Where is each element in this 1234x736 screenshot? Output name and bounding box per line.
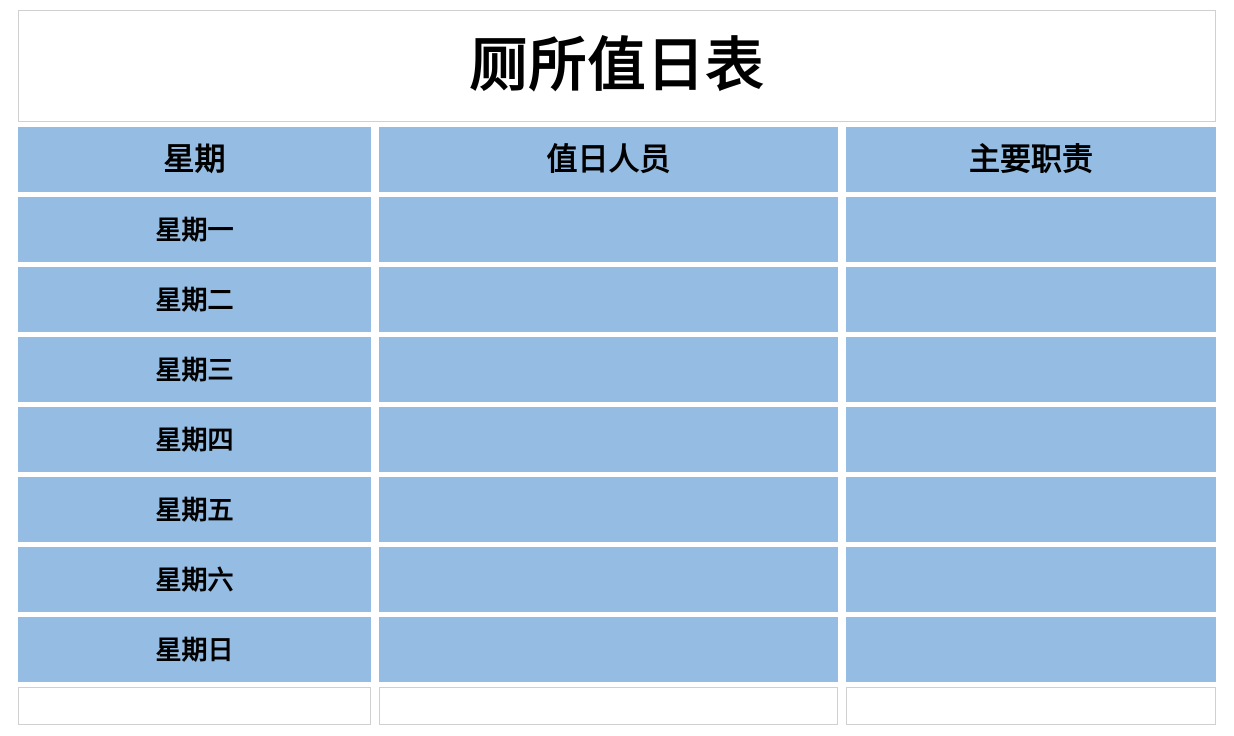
footer-cell-duties[interactable] bbox=[846, 687, 1217, 725]
column-gap-2 bbox=[838, 127, 846, 192]
duty-roster-table: 厕所值日表 星期 值日人员 主要职责 bbox=[18, 10, 1217, 725]
cell-weekday[interactable]: 星期四 bbox=[18, 407, 371, 472]
header-label-weekday: 星期 bbox=[163, 142, 226, 177]
cell-weekday-label: 星期六 bbox=[155, 564, 234, 595]
spacer-cell bbox=[18, 122, 1217, 127]
row-gap bbox=[18, 472, 1217, 477]
header-cell-duties[interactable]: 主要职责 bbox=[846, 127, 1217, 192]
cell-weekday-label: 星期三 bbox=[155, 354, 234, 385]
row-gap bbox=[18, 192, 1217, 197]
table-row: 星期三 bbox=[18, 337, 1217, 402]
table-row: 星期四 bbox=[18, 407, 1217, 472]
column-gap-1 bbox=[371, 337, 379, 402]
row-gap bbox=[18, 402, 1217, 407]
cell-weekday[interactable]: 星期二 bbox=[18, 267, 371, 332]
cell-personnel[interactable] bbox=[379, 267, 838, 332]
column-gap-2 bbox=[838, 617, 846, 682]
cell-weekday-label: 星期四 bbox=[155, 424, 234, 455]
cell-duties[interactable] bbox=[846, 197, 1217, 262]
footer-cell-personnel[interactable] bbox=[379, 687, 838, 725]
row-gap-cell bbox=[18, 262, 1217, 267]
header-label-duties: 主要职责 bbox=[969, 142, 1094, 177]
cell-weekday-label: 星期日 bbox=[155, 634, 234, 665]
column-gap-1 bbox=[371, 197, 379, 262]
cell-weekday[interactable]: 星期三 bbox=[18, 337, 371, 402]
cell-duties[interactable] bbox=[846, 617, 1217, 682]
title-header-spacer bbox=[18, 122, 1217, 127]
row-gap bbox=[18, 682, 1217, 687]
cell-weekday[interactable]: 星期五 bbox=[18, 477, 371, 542]
cell-weekday-label: 星期一 bbox=[155, 214, 234, 245]
title-row: 厕所值日表 bbox=[18, 10, 1217, 122]
header-label-personnel: 值日人员 bbox=[546, 142, 671, 177]
row-gap-cell bbox=[18, 332, 1217, 337]
table-row: 星期六 bbox=[18, 547, 1217, 612]
row-gap-cell bbox=[18, 682, 1217, 687]
row-gap-cell bbox=[18, 542, 1217, 547]
column-gap-1 bbox=[371, 477, 379, 542]
table-row: 星期二 bbox=[18, 267, 1217, 332]
row-gap bbox=[18, 332, 1217, 337]
header-cell-weekday[interactable]: 星期 bbox=[18, 127, 371, 192]
column-gap-1 bbox=[371, 267, 379, 332]
cell-personnel[interactable] bbox=[379, 617, 838, 682]
column-gap-1 bbox=[371, 127, 379, 192]
table-row: 星期五 bbox=[18, 477, 1217, 542]
cell-duties[interactable] bbox=[846, 547, 1217, 612]
row-gap-cell bbox=[18, 402, 1217, 407]
row-gap bbox=[18, 542, 1217, 547]
row-gap bbox=[18, 262, 1217, 267]
column-gap-2 bbox=[838, 687, 846, 725]
cell-weekday[interactable]: 星期一 bbox=[18, 197, 371, 262]
page-title: 厕所值日表 bbox=[469, 33, 765, 98]
table-row: 星期一 bbox=[18, 197, 1217, 262]
cell-personnel[interactable] bbox=[379, 197, 838, 262]
cell-duties[interactable] bbox=[846, 477, 1217, 542]
cell-personnel[interactable] bbox=[379, 477, 838, 542]
cell-personnel[interactable] bbox=[379, 337, 838, 402]
cell-personnel[interactable] bbox=[379, 547, 838, 612]
cell-duties[interactable] bbox=[846, 267, 1217, 332]
column-gap-2 bbox=[838, 337, 846, 402]
row-gap-cell bbox=[18, 472, 1217, 477]
row-gap-cell bbox=[18, 192, 1217, 197]
column-gap-2 bbox=[838, 547, 846, 612]
cell-weekday-label: 星期五 bbox=[155, 494, 234, 525]
cell-duties[interactable] bbox=[846, 337, 1217, 402]
cell-personnel[interactable] bbox=[379, 407, 838, 472]
table-header-row: 星期 值日人员 主要职责 bbox=[18, 127, 1217, 192]
table-row: 星期日 bbox=[18, 617, 1217, 682]
cell-duties[interactable] bbox=[846, 407, 1217, 472]
title-cell: 厕所值日表 bbox=[18, 10, 1217, 122]
column-gap-1 bbox=[371, 687, 379, 725]
cell-weekday[interactable]: 星期日 bbox=[18, 617, 371, 682]
column-gap-1 bbox=[371, 617, 379, 682]
row-gap-cell bbox=[18, 612, 1217, 617]
column-gap-1 bbox=[371, 407, 379, 472]
header-cell-personnel[interactable]: 值日人员 bbox=[379, 127, 838, 192]
column-gap-2 bbox=[838, 477, 846, 542]
cell-weekday[interactable]: 星期六 bbox=[18, 547, 371, 612]
row-gap bbox=[18, 612, 1217, 617]
cell-weekday-label: 星期二 bbox=[155, 284, 234, 315]
column-gap-2 bbox=[838, 197, 846, 262]
column-gap-2 bbox=[838, 407, 846, 472]
footer-row bbox=[18, 687, 1217, 725]
footer-cell-weekday[interactable] bbox=[18, 687, 371, 725]
column-gap-2 bbox=[838, 267, 846, 332]
column-gap-1 bbox=[371, 547, 379, 612]
